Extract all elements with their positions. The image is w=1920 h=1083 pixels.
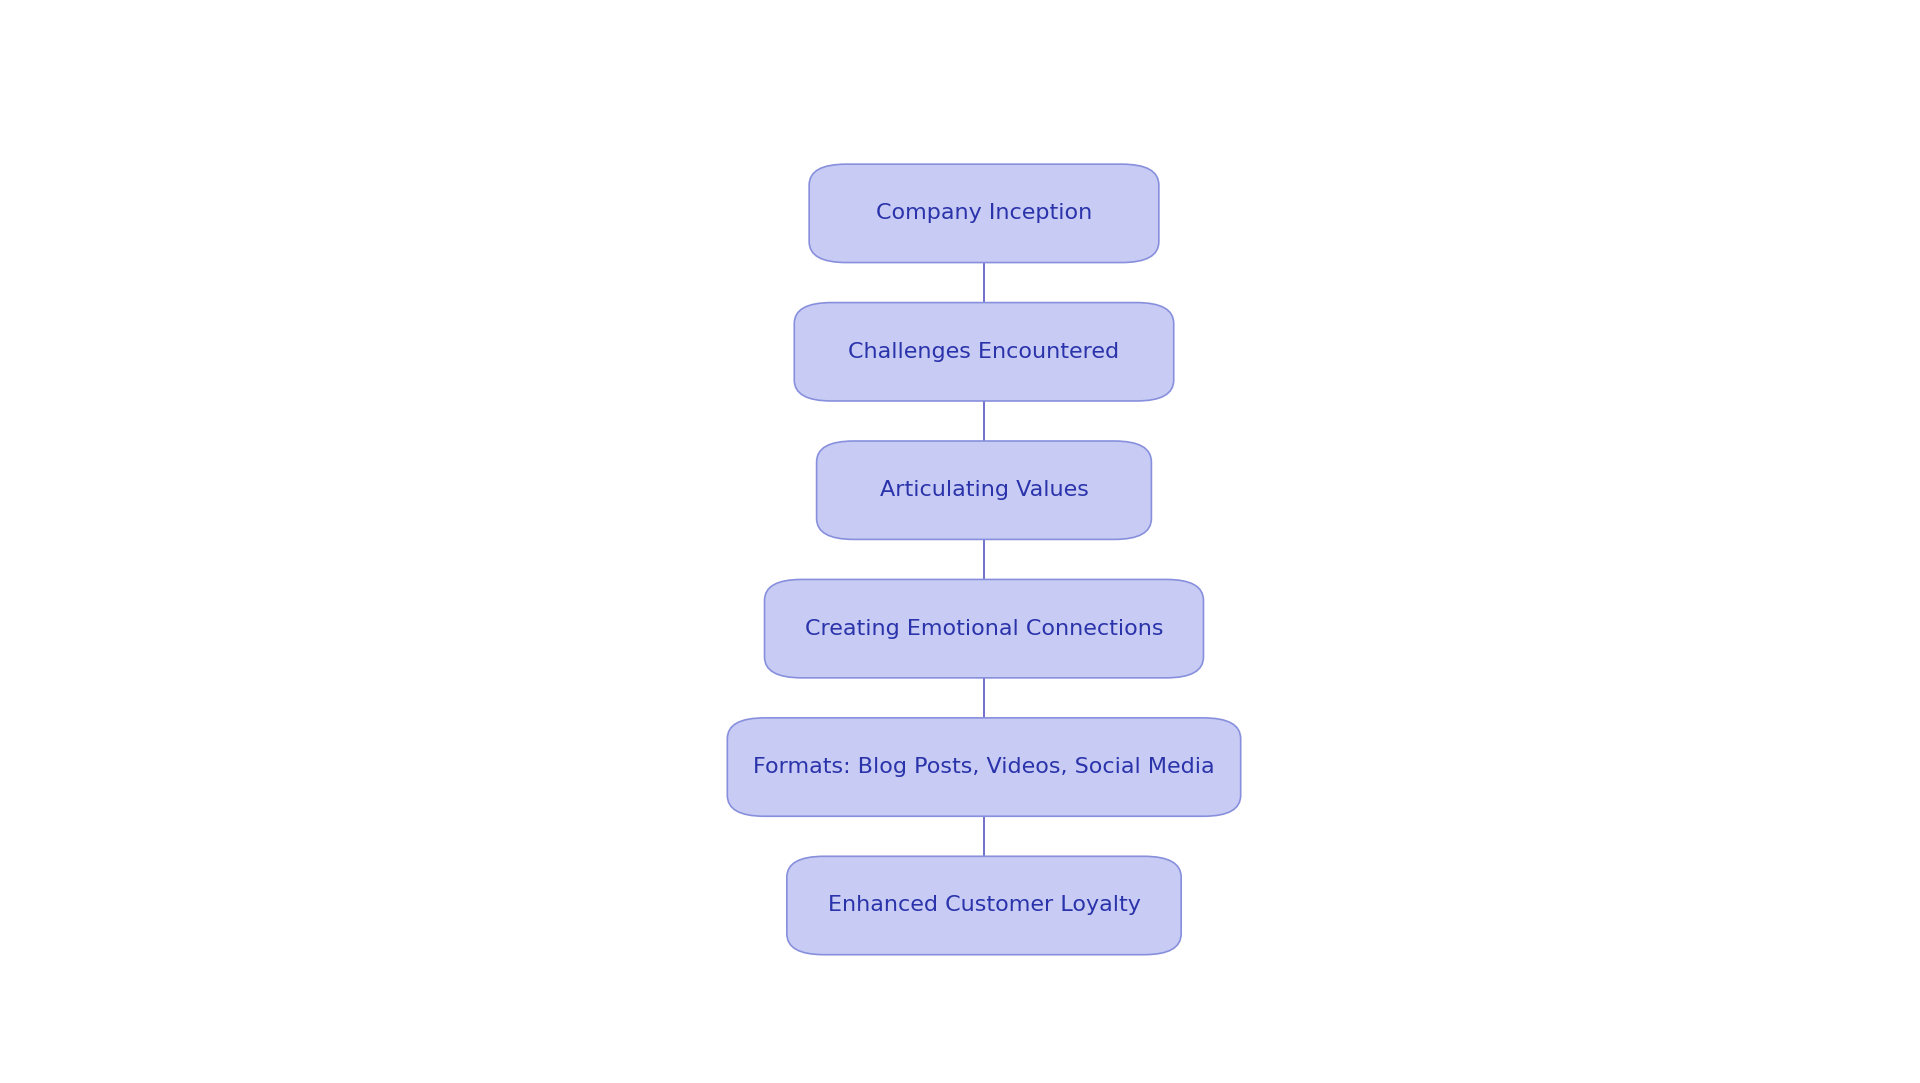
Text: Formats: Blog Posts, Videos, Social Media: Formats: Blog Posts, Videos, Social Medi… — [753, 757, 1215, 778]
FancyBboxPatch shape — [764, 579, 1204, 678]
Text: Challenges Encountered: Challenges Encountered — [849, 342, 1119, 362]
FancyBboxPatch shape — [728, 718, 1240, 817]
FancyBboxPatch shape — [795, 302, 1173, 401]
FancyBboxPatch shape — [816, 441, 1152, 539]
FancyBboxPatch shape — [808, 165, 1160, 262]
Text: Company Inception: Company Inception — [876, 204, 1092, 223]
Text: Articulating Values: Articulating Values — [879, 480, 1089, 500]
Text: Creating Emotional Connections: Creating Emotional Connections — [804, 618, 1164, 639]
Text: Enhanced Customer Loyalty: Enhanced Customer Loyalty — [828, 896, 1140, 915]
FancyBboxPatch shape — [787, 857, 1181, 955]
